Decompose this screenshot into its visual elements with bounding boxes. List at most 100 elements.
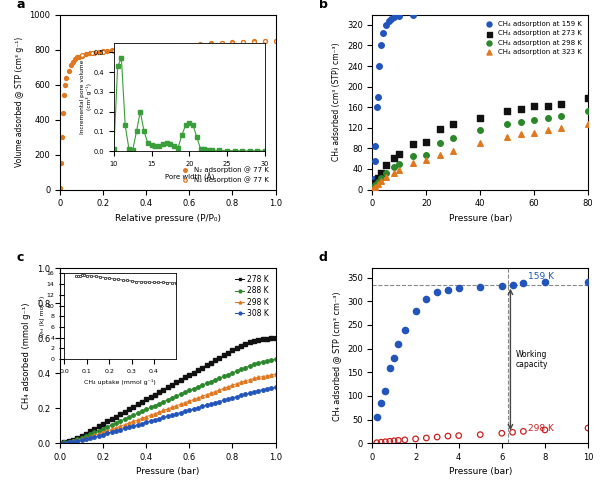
CH₄ adsorption at 273 K <box>516 105 526 112</box>
N₂ adsorption @ 77 K <box>67 62 74 68</box>
298 K <box>56 440 64 446</box>
278 K <box>263 336 271 341</box>
Point <box>389 354 399 362</box>
Text: a: a <box>17 0 25 11</box>
288 K <box>125 414 133 420</box>
CH₄ adsorption at 159 K <box>368 183 378 191</box>
Point <box>385 364 395 372</box>
Point <box>394 436 403 444</box>
CH₄ adsorption at 159 K <box>376 41 385 49</box>
308 K <box>121 426 128 431</box>
Line: N₂ desorption @ 77 K: N₂ desorption @ 77 K <box>80 39 277 57</box>
N₂ desorption @ 77 K <box>78 52 85 58</box>
278 K <box>121 409 128 414</box>
CH₄ adsorption at 298 K <box>449 134 458 142</box>
Point <box>376 438 386 446</box>
N₂ adsorption @ 77 K <box>250 38 257 44</box>
N₂ adsorption @ 77 K <box>177 42 184 48</box>
N₂ adsorption @ 77 K <box>186 42 193 48</box>
CH₄ adsorption at 298 K <box>435 139 445 147</box>
Line: 278 K: 278 K <box>58 337 277 445</box>
N₂ adsorption @ 77 K <box>91 50 98 56</box>
Point <box>411 435 421 443</box>
CH₄ adsorption at 273 K <box>395 150 404 157</box>
CH₄ adsorption at 298 K <box>370 182 380 189</box>
308 K <box>272 384 279 390</box>
CH₄ adsorption at 159 K <box>370 157 379 165</box>
N₂ adsorption @ 77 K <box>65 68 72 74</box>
Point <box>394 340 403 348</box>
Point <box>540 426 550 434</box>
298 K <box>125 420 133 426</box>
298 K <box>104 428 111 434</box>
CH₄ adsorption at 273 K <box>368 184 378 192</box>
278 K <box>199 365 206 371</box>
CH₄ adsorption at 273 K <box>529 102 539 110</box>
Y-axis label: CH₄ adsorbed @ STP (cm³ cm⁻³): CH₄ adsorbed @ STP (cm³ cm⁻³) <box>332 291 341 420</box>
N₂ adsorption @ 77 K <box>56 185 64 191</box>
N₂ adsorption @ 77 K <box>59 134 66 140</box>
CH₄ adsorption at 159 K <box>386 15 396 22</box>
CH₄ adsorption at 298 K <box>389 164 399 171</box>
Point <box>454 284 463 292</box>
N₂ desorption @ 77 K <box>250 38 257 44</box>
N₂ adsorption @ 77 K <box>78 53 85 58</box>
288 K <box>199 382 206 388</box>
CH₄ adsorption at 298 K <box>556 112 566 120</box>
CH₄ adsorption at 323 K <box>369 184 379 192</box>
Point <box>433 433 442 441</box>
CH₄ adsorption at 323 K <box>408 159 418 167</box>
288 K <box>104 424 111 430</box>
N₂ desorption @ 77 K <box>196 42 203 48</box>
N₂ desorption @ 77 K <box>218 40 225 46</box>
Point <box>411 307 421 315</box>
CH₄ adsorption at 273 K <box>408 140 418 148</box>
Point <box>400 326 410 334</box>
CH₄ adsorption at 273 K <box>449 120 458 128</box>
Text: Working
capacity: Working capacity <box>516 350 548 369</box>
Point <box>497 430 506 437</box>
CH₄ adsorption at 273 K <box>556 100 566 108</box>
CH₄ adsorption at 159 K <box>395 12 404 20</box>
N₂ adsorption @ 77 K <box>95 49 103 55</box>
N₂ adsorption @ 77 K <box>61 92 68 98</box>
CH₄ adsorption at 298 K <box>543 113 553 121</box>
278 K <box>125 406 133 412</box>
Point <box>380 438 390 446</box>
N₂ adsorption @ 77 K <box>134 45 141 51</box>
CH₄ adsorption at 323 K <box>376 177 385 185</box>
N₂ desorption @ 77 K <box>272 38 279 44</box>
288 K <box>272 356 279 362</box>
N₂ adsorption @ 77 K <box>63 75 70 80</box>
CH₄ adsorption at 273 K <box>435 126 445 133</box>
298 K <box>121 422 128 428</box>
CH₄ adsorption at 298 K <box>516 118 526 126</box>
N₂ desorption @ 77 K <box>164 45 172 51</box>
N₂ adsorption @ 77 K <box>272 38 279 44</box>
CH₄ adsorption at 159 K <box>379 29 388 37</box>
CH₄ adsorption at 298 K <box>373 178 383 186</box>
CH₄ adsorption at 273 K <box>381 162 391 169</box>
N₂ desorption @ 77 K <box>110 48 118 54</box>
CH₄ adsorption at 323 K <box>475 139 485 147</box>
N₂ adsorption @ 77 K <box>121 46 128 52</box>
N₂ desorption @ 77 K <box>132 47 139 53</box>
Point <box>443 432 453 440</box>
288 K <box>121 416 128 422</box>
CH₄ adsorption at 298 K <box>475 127 485 134</box>
N₂ desorption @ 77 K <box>154 45 161 51</box>
308 K <box>199 404 206 410</box>
N₂ adsorption @ 77 K <box>108 47 115 53</box>
Point <box>422 434 431 442</box>
CH₄ adsorption at 323 K <box>556 124 566 131</box>
N₂ desorption @ 77 K <box>229 39 236 45</box>
CH₄ adsorption at 323 K <box>583 120 593 128</box>
278 K <box>272 335 279 341</box>
288 K <box>56 440 64 446</box>
CH₄ adsorption at 323 K <box>435 150 445 158</box>
Text: 298 K: 298 K <box>527 424 554 433</box>
Point <box>518 280 528 287</box>
CH₄ adsorption at 323 K <box>422 156 431 164</box>
N₂ adsorption @ 77 K <box>82 52 89 57</box>
Legend: CH₄ adsorption at 159 K, CH₄ adsorption at 273 K, CH₄ adsorption at 298 K, CH₄ a: CH₄ adsorption at 159 K, CH₄ adsorption … <box>479 18 584 58</box>
